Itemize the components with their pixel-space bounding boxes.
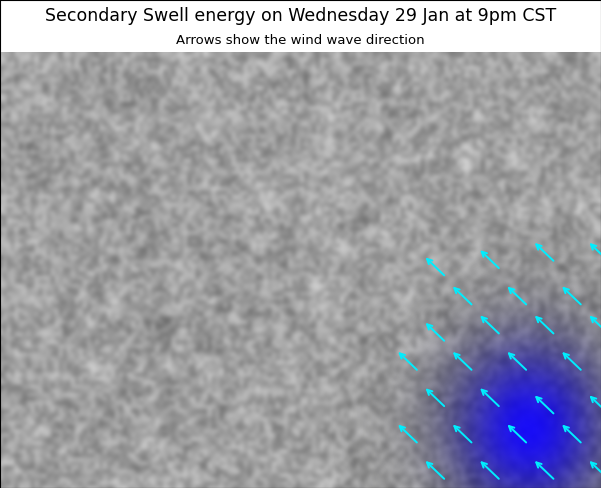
Text: Arrows show the wind wave direction: Arrows show the wind wave direction [176, 34, 425, 47]
Text: Secondary Swell energy on Wednesday 29 Jan at 9pm CST: Secondary Swell energy on Wednesday 29 J… [45, 7, 556, 24]
